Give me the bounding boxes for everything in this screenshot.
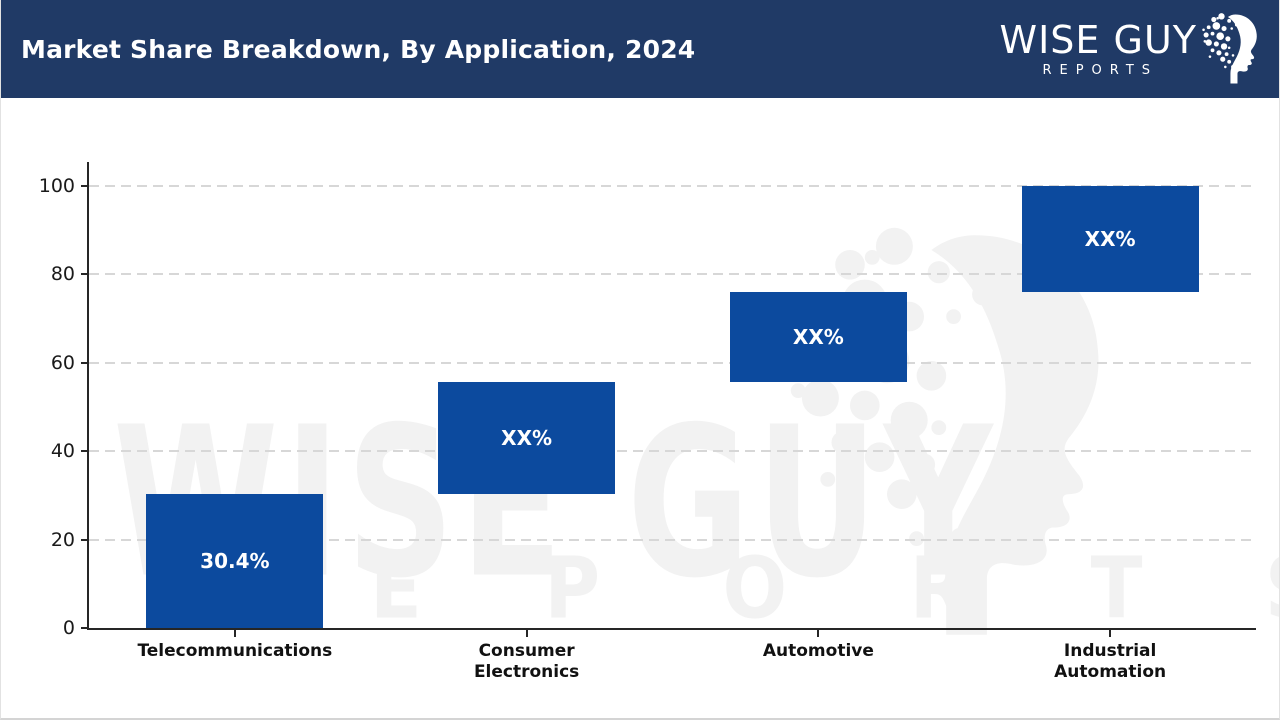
bar-segment-2: XX% (438, 381, 616, 494)
x-tick-3 (817, 630, 820, 637)
bar-value-label-3: XX% (792, 324, 844, 349)
category-label-4: Industrial Automation (1054, 641, 1167, 682)
x-tick-2 (525, 630, 528, 637)
y-tick-0 (81, 627, 89, 629)
category-label-2: Consumer Electronics (473, 641, 580, 682)
y-tick-label-20: 20 (50, 528, 75, 551)
y-tick-60 (81, 361, 89, 364)
y-tick-label-60: 60 (50, 351, 75, 374)
y-axis (87, 162, 89, 630)
y-tick-80 (81, 273, 89, 276)
logo-primary-text: WISE GUY (999, 18, 1197, 62)
header-bar: Market Share Breakdown, By Application, … (1, 0, 1279, 98)
bar-value-label-2: XX% (501, 425, 553, 450)
x-tick-1 (233, 630, 236, 637)
gridline-20 (89, 538, 1256, 541)
y-tick-label-0: 0 (62, 617, 75, 639)
y-tick-100 (81, 185, 89, 187)
y-tick-label-80: 80 (50, 263, 75, 286)
bar-segment-3: XX% (729, 291, 907, 382)
chart-area: WISE GUY R E P O R T S 0 20 40 60 80 100 30.4%… (1, 98, 1280, 718)
bar-segment-4: XX% (1021, 186, 1199, 292)
brand-logo: WISE GUY REPORTS (1000, 9, 1265, 89)
y-tick-20 (81, 538, 89, 541)
logo-face-icon (1201, 9, 1265, 89)
logo-secondary-text: REPORTS (1042, 63, 1159, 78)
category-label-3: Automotive (762, 641, 874, 661)
page-title: Market Share Breakdown, By Application, … (21, 34, 696, 64)
gridline-80 (89, 273, 1256, 276)
gridline-100 (89, 185, 1256, 187)
bar-value-label-1: 30.4% (200, 548, 270, 573)
category-label-1: Telecommunications (137, 641, 333, 661)
y-tick-label-40: 40 (50, 440, 75, 463)
bar-value-label-4: XX% (1084, 226, 1136, 251)
gridline-60 (89, 361, 1256, 364)
x-axis (87, 628, 1256, 630)
logo-wordmark: WISE GUY REPORTS (1000, 21, 1197, 77)
gridline-40 (89, 450, 1256, 453)
x-tick-4 (1109, 630, 1112, 637)
y-tick-label-100: 100 (38, 175, 75, 197)
bar-segment-1: 30.4% (146, 493, 324, 628)
watermark-secondary-text: R E P O R T S (189, 538, 1280, 638)
y-tick-40 (81, 450, 89, 453)
